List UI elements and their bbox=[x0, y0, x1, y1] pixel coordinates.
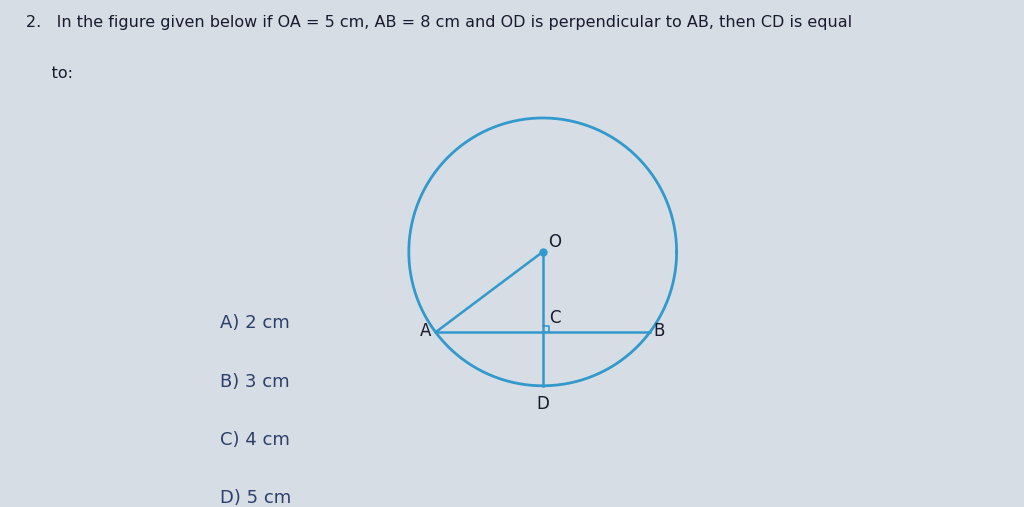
Text: C: C bbox=[550, 309, 561, 327]
Text: B) 3 cm: B) 3 cm bbox=[220, 373, 290, 391]
Text: to:: to: bbox=[26, 66, 73, 81]
Text: B: B bbox=[654, 322, 666, 340]
Text: 2.   In the figure given below if OA = 5 cm, AB = 8 cm and OD is perpendicular t: 2. In the figure given below if OA = 5 c… bbox=[26, 15, 852, 30]
Text: O: O bbox=[548, 233, 561, 250]
Text: D) 5 cm: D) 5 cm bbox=[220, 489, 292, 507]
Text: C) 4 cm: C) 4 cm bbox=[220, 431, 290, 449]
Text: A) 2 cm: A) 2 cm bbox=[220, 314, 290, 333]
Text: D: D bbox=[537, 395, 549, 413]
Text: A: A bbox=[420, 322, 431, 340]
